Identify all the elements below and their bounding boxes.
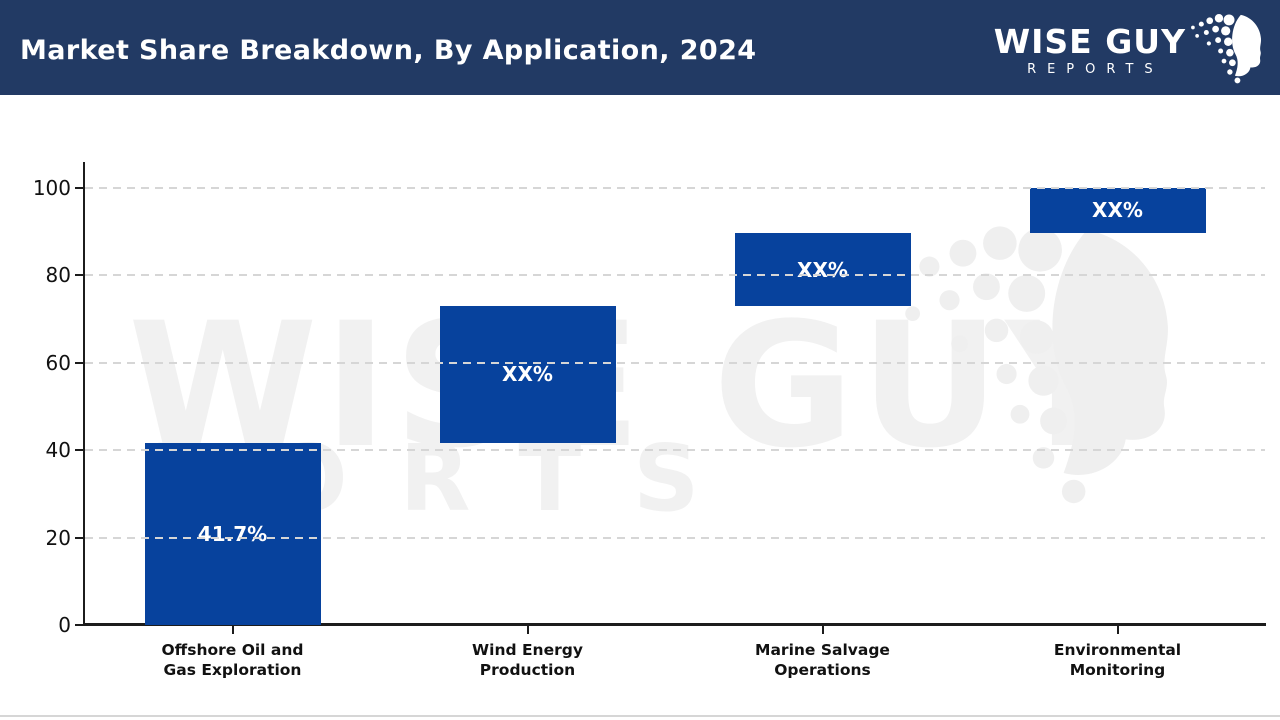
x-category-line: Wind Energy [472, 641, 583, 659]
page-title: Market Share Breakdown, By Application, … [20, 35, 757, 66]
x-category-label: Offshore Oil and Gas Exploration [113, 640, 353, 680]
x-tick-mark [1116, 626, 1119, 634]
y-tick-mark [75, 536, 83, 539]
x-category-line: Environmental [1053, 641, 1182, 659]
bar-segment-0: 41.7% [144, 442, 321, 625]
y-tick-mark [75, 624, 83, 626]
x-tick-mark [231, 626, 234, 634]
bar-segment-2: XX% [734, 233, 911, 307]
x-category-line: Offshore Oil and [161, 641, 304, 659]
bottom-border-line [0, 715, 1280, 717]
y-tick-label: 80 [45, 263, 71, 287]
bar-segment-3: XX% [1029, 187, 1206, 233]
chart-canvas: WISE GUY PORTS 41.7% Offshore Oil and Gas … [0, 95, 1280, 716]
bar-segment-1: XX% [439, 306, 616, 443]
bar-value-label: 41.7% [197, 521, 268, 546]
gridline-y20 [85, 536, 1265, 539]
y-axis-line [83, 162, 85, 626]
x-axis-line [83, 623, 1266, 626]
x-category-label: Marine Salvage Operations [703, 640, 943, 680]
gridline-y80 [85, 274, 1265, 276]
gridline-y40 [85, 449, 1265, 451]
bar-value-label: XX% [502, 362, 553, 387]
y-tick-mark [75, 449, 83, 451]
x-category-line: Operations [774, 661, 871, 679]
header-bar: Market Share Breakdown, By Application, … [0, 0, 1280, 95]
logo-wordmark: WISE GUY [993, 21, 1186, 61]
gridline-y60 [85, 361, 1265, 364]
y-tick-label: 100 [32, 175, 71, 200]
brand-logo-text: WISE GUY REPORTS [993, 21, 1186, 78]
y-tick-label: 0 [58, 613, 71, 637]
x-tick-mark [526, 626, 529, 634]
bar-value-label: XX% [797, 257, 848, 282]
x-category-line: Marine Salvage [755, 641, 890, 659]
y-tick-label: 60 [45, 350, 71, 375]
x-category-label: Environmental Monitoring [998, 640, 1238, 680]
brand-logo: WISE GUY REPORTS [994, 13, 1266, 89]
bar-value-label: XX% [1092, 198, 1143, 223]
y-tick-mark [75, 274, 83, 276]
x-category-line: Monitoring [1069, 661, 1166, 679]
y-tick-label: 20 [45, 525, 71, 550]
x-category-line: Gas Exploration [163, 661, 302, 679]
x-tick-mark [821, 626, 824, 634]
y-tick-mark [75, 361, 83, 364]
logo-subtext: REPORTS [1027, 61, 1164, 77]
y-tick-mark [75, 186, 83, 189]
y-tick-label: 40 [45, 438, 71, 462]
gridline-y100 [85, 186, 1265, 189]
x-category-label: Wind Energy Production [408, 640, 648, 680]
logo-face-icon [1191, 13, 1262, 83]
x-category-line: Production [479, 661, 576, 679]
plot-area: 41.7% Offshore Oil and Gas Exploration XX% W… [33, 162, 1266, 679]
